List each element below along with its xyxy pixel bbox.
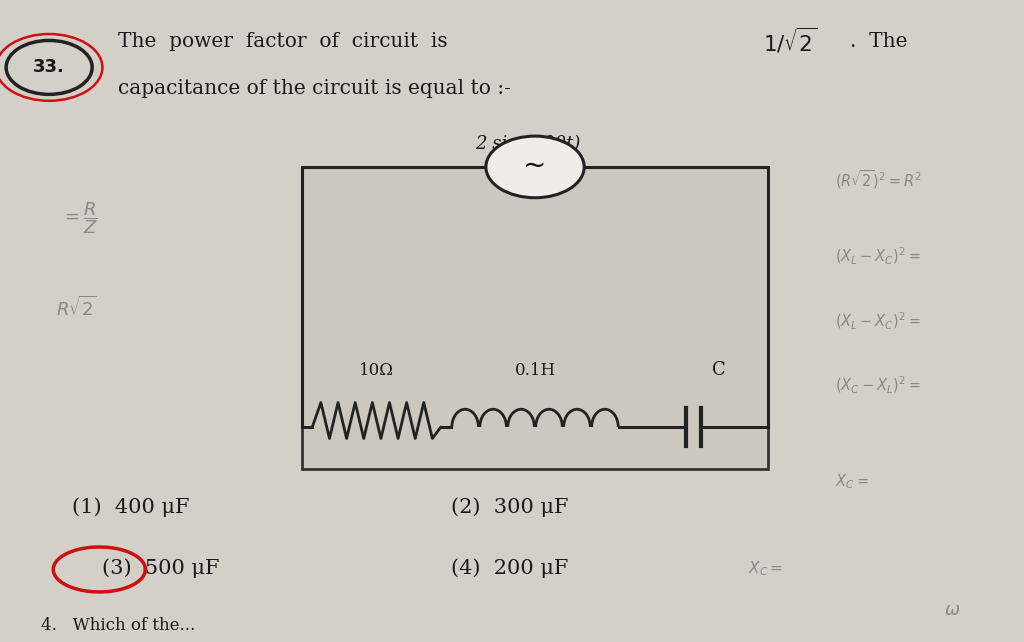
Text: (1)  400 μF: (1) 400 μF: [72, 498, 189, 517]
Text: C: C: [712, 361, 726, 379]
Text: .  The: . The: [850, 32, 907, 51]
Text: $(X_C - X_L)^2 =$: $(X_C - X_L)^2 =$: [835, 375, 921, 395]
Text: $1/\sqrt{2}$: $1/\sqrt{2}$: [763, 26, 817, 55]
Text: 2 sin (100t): 2 sin (100t): [475, 135, 580, 153]
Text: (2)  300 μF: (2) 300 μF: [451, 498, 568, 517]
Text: $(R\sqrt{2})^2 = R^2$: $(R\sqrt{2})^2 = R^2$: [835, 168, 922, 191]
Text: $X_C =$: $X_C =$: [835, 472, 868, 491]
Text: 33.: 33.: [33, 58, 66, 76]
Text: $(X_L - X_C)^2 =$: $(X_L - X_C)^2 =$: [835, 247, 921, 267]
Text: (3)  500 μF: (3) 500 μF: [102, 559, 220, 578]
Text: capacitance of the circuit is equal to :-: capacitance of the circuit is equal to :…: [118, 79, 511, 98]
Text: $R\sqrt{2}$: $R\sqrt{2}$: [56, 296, 97, 320]
Text: (4)  200 μF: (4) 200 μF: [451, 559, 568, 578]
Text: $X_C =$: $X_C =$: [748, 559, 782, 578]
Text: ~: ~: [523, 152, 547, 180]
Text: $= \dfrac{R}{Z}$: $= \dfrac{R}{Z}$: [61, 200, 98, 236]
Text: 0.1H: 0.1H: [514, 362, 556, 379]
Text: 10Ω: 10Ω: [359, 362, 394, 379]
Bar: [302, 167, 768, 469]
Circle shape: [485, 136, 584, 198]
Text: 4.   Which of the...: 4. Which of the...: [41, 618, 196, 634]
Text: $(X_L - X_C)^2 =$: $(X_L - X_C)^2 =$: [835, 311, 921, 331]
Text: $\omega$: $\omega$: [944, 601, 961, 619]
Text: The  power  factor  of  circuit  is: The power factor of circuit is: [118, 32, 447, 51]
